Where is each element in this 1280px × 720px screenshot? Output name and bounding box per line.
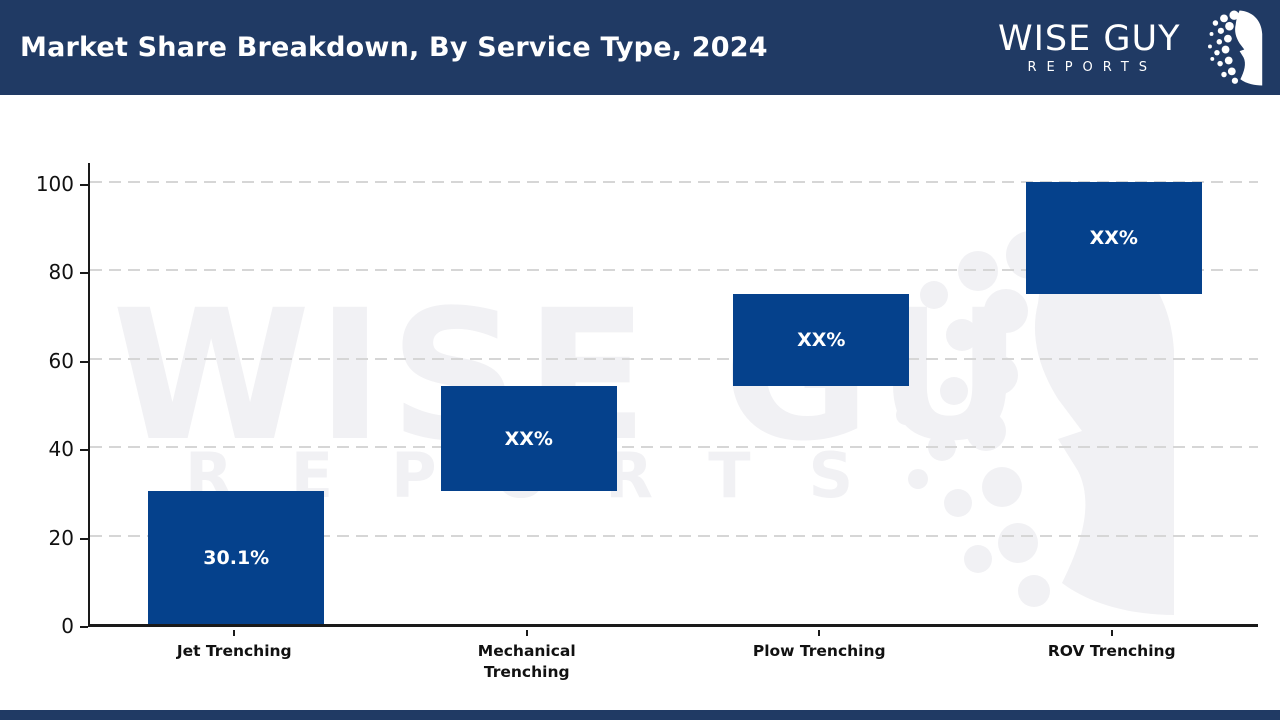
- y-tick-mark: [80, 184, 88, 187]
- y-tick-mark: [80, 360, 88, 363]
- dotted-face-icon: [1207, 10, 1262, 86]
- y-tick-mark: [80, 449, 88, 452]
- page-title: Market Share Breakdown, By Service Type,…: [20, 32, 768, 63]
- bar-jet-trenching: 30.1%: [148, 491, 325, 624]
- y-tick-label: 60: [48, 348, 74, 373]
- logo-wordmark: WISE GUY: [998, 19, 1181, 60]
- y-tick-mark: [80, 272, 88, 275]
- x-tick-mark: [818, 630, 821, 636]
- bar-rov-trenching: XX%: [1025, 182, 1202, 294]
- gridline-60: [90, 357, 1258, 360]
- x-category-label: Plow Trenching: [752, 642, 886, 660]
- wise-guy-logo: WISE GUY REPORTS: [998, 6, 1268, 90]
- gridline-40: [90, 446, 1258, 449]
- bar-mechanical-trenching: XX%: [440, 386, 617, 491]
- x-category-label: Jet Trenching: [176, 642, 292, 660]
- x-tick-mark: [233, 630, 236, 636]
- y-tick-label: 80: [48, 260, 74, 285]
- y-tick-label: 40: [48, 437, 74, 462]
- gridline-100: [90, 181, 1258, 184]
- x-category-label: ROV Trenching: [1047, 642, 1176, 660]
- gridline-80: [90, 269, 1258, 272]
- x-category-label: Mechanical Trenching: [477, 642, 576, 681]
- bar-value-label: XX%: [797, 329, 846, 352]
- header-bar: Market Share Breakdown, By Service Type,…: [0, 0, 1280, 95]
- y-tick-label: 20: [48, 525, 74, 550]
- y-tick-mark: [80, 537, 88, 540]
- x-tick-mark: [525, 630, 528, 636]
- logo-subtitle: REPORTS: [1027, 59, 1158, 75]
- chart-region: WISE GU REPORTS 30.1%XX%XX%XX% 020406080…: [0, 95, 1280, 710]
- y-tick-mark: [80, 626, 88, 628]
- x-tick-mark: [1110, 630, 1113, 636]
- footer-bar: [0, 710, 1280, 720]
- y-tick-label: 0: [61, 614, 74, 638]
- bar-value-label: 30.1%: [203, 546, 270, 569]
- bar-value-label: XX%: [1089, 227, 1138, 249]
- y-tick-label: 100: [35, 172, 74, 197]
- gridline-20: [90, 534, 1258, 537]
- plot-area: 30.1% XX% XX% XX%: [88, 163, 1258, 627]
- bar-plow-trenching: XX%: [733, 293, 910, 387]
- logo-text: WISE GUY REPORTS: [998, 21, 1181, 75]
- bar-value-label: XX%: [504, 427, 553, 450]
